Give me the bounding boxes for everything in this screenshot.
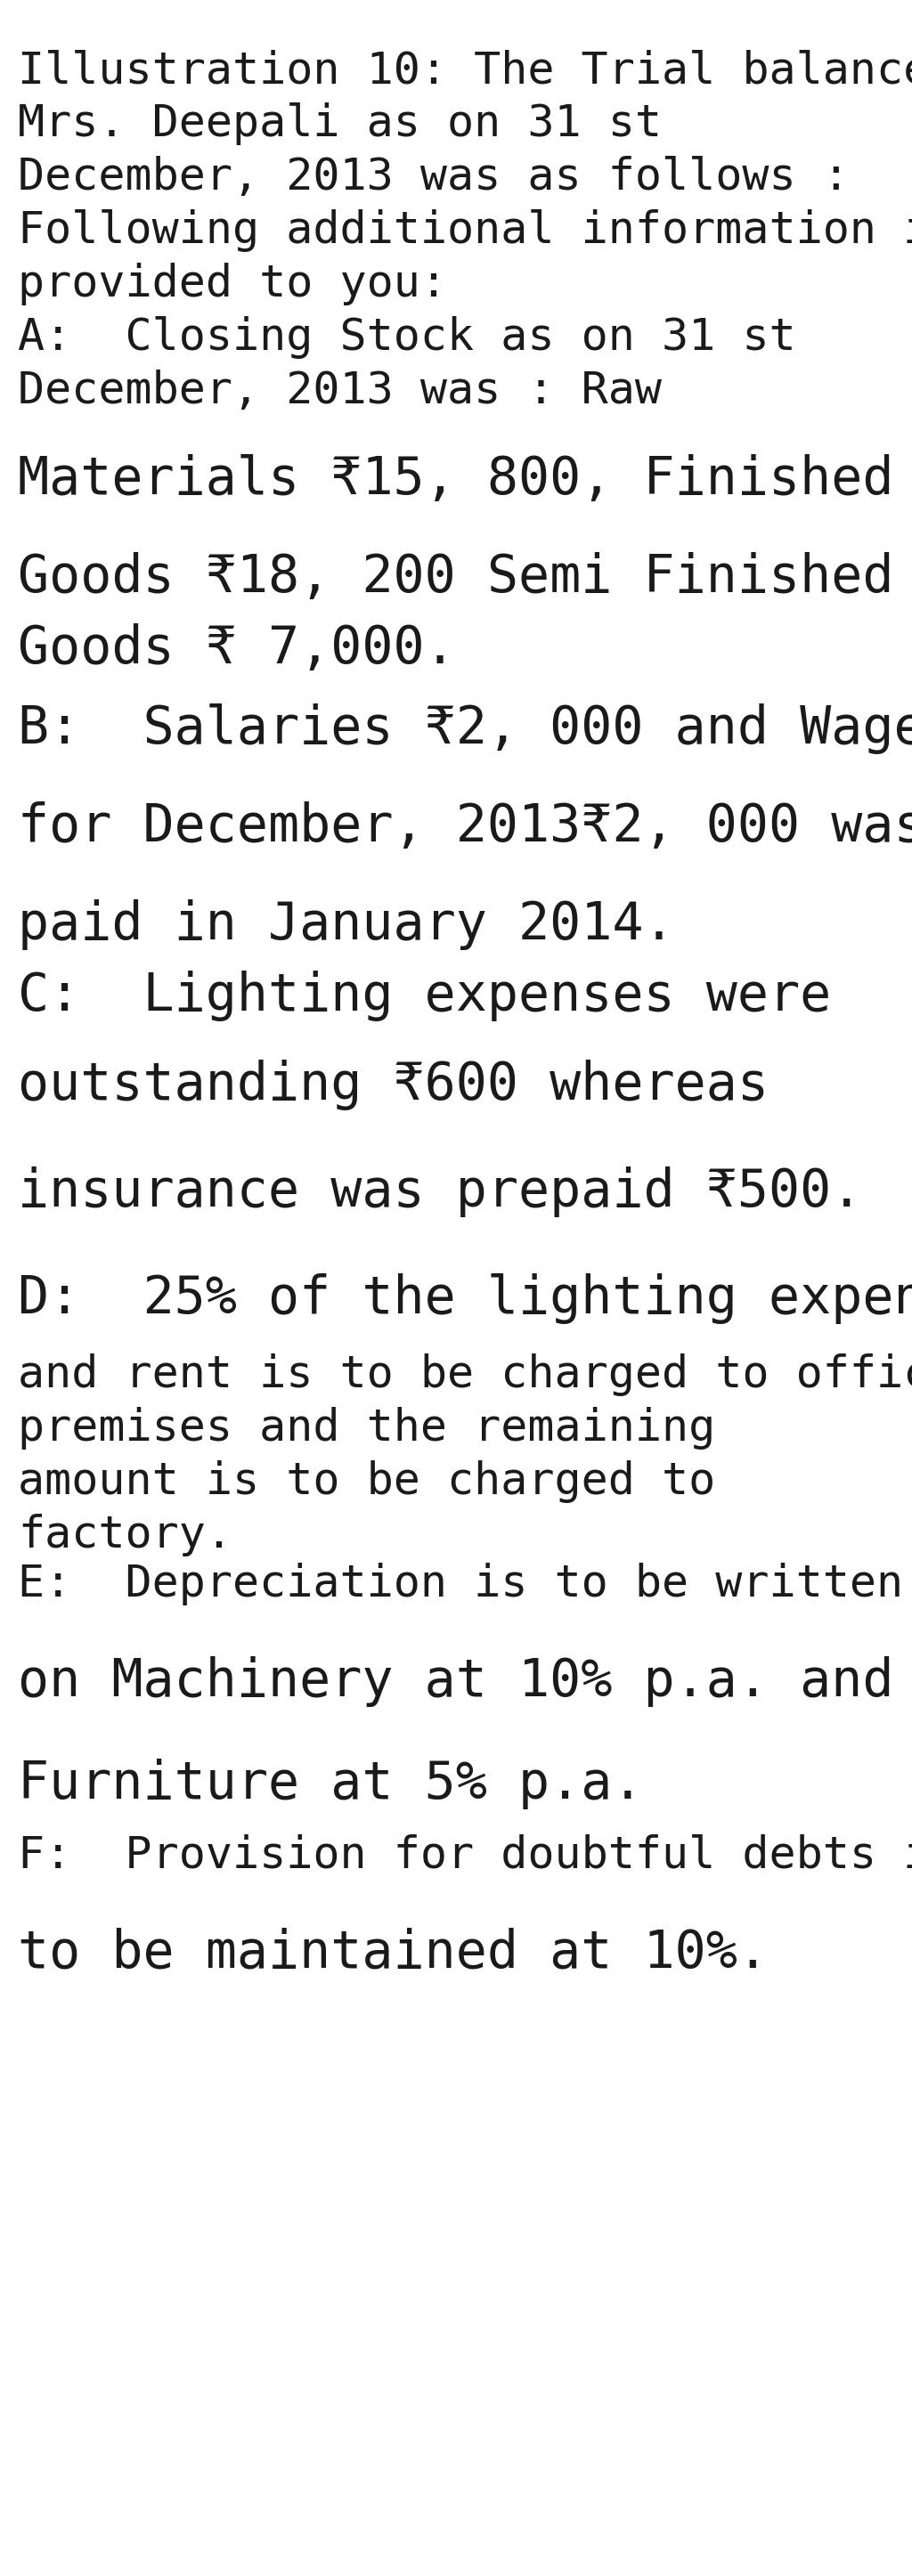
Text: A:  Closing Stock as on 31 st: A: Closing Stock as on 31 st bbox=[18, 317, 796, 358]
Text: premises and the remaining: premises and the remaining bbox=[18, 1406, 715, 1450]
Text: C:  Lighting expenses were: C: Lighting expenses were bbox=[18, 971, 831, 1020]
Text: D:  25% of the lighting expenses: D: 25% of the lighting expenses bbox=[18, 1273, 912, 1324]
Text: to be maintained at 10%.: to be maintained at 10%. bbox=[18, 1927, 769, 1978]
Text: December, 2013 was as follows :: December, 2013 was as follows : bbox=[18, 155, 850, 198]
Text: insurance was prepaid ₹500.: insurance was prepaid ₹500. bbox=[18, 1167, 863, 1218]
Text: Goods ₹18, 200 Semi Finished: Goods ₹18, 200 Semi Finished bbox=[18, 551, 894, 603]
Text: E:  Depreciation is to be written off: E: Depreciation is to be written off bbox=[18, 1564, 912, 1605]
Text: for December, 2013₹2, 000 was: for December, 2013₹2, 000 was bbox=[18, 801, 912, 853]
Text: Mrs. Deepali as on 31 st: Mrs. Deepali as on 31 st bbox=[18, 103, 662, 144]
Text: on Machinery at 10% p.a. and on: on Machinery at 10% p.a. and on bbox=[18, 1656, 912, 1708]
Text: December, 2013 was : Raw: December, 2013 was : Raw bbox=[18, 368, 662, 412]
Text: Following additional information is: Following additional information is bbox=[18, 209, 912, 252]
Text: provided to you:: provided to you: bbox=[18, 263, 447, 307]
Text: factory.: factory. bbox=[18, 1515, 233, 1556]
Text: Furniture at 5% p.a.: Furniture at 5% p.a. bbox=[18, 1759, 644, 1808]
Text: B:  Salaries ₹2, 000 and Wages: B: Salaries ₹2, 000 and Wages bbox=[18, 703, 912, 755]
Text: Goods ₹ 7,000.: Goods ₹ 7,000. bbox=[18, 623, 456, 675]
Text: paid in January 2014.: paid in January 2014. bbox=[18, 899, 675, 951]
Text: and rent is to be charged to office: and rent is to be charged to office bbox=[18, 1352, 912, 1396]
Text: outstanding ₹600 whereas: outstanding ₹600 whereas bbox=[18, 1059, 769, 1110]
Text: amount is to be charged to: amount is to be charged to bbox=[18, 1461, 715, 1502]
Text: Materials ₹15, 800, Finished: Materials ₹15, 800, Finished bbox=[18, 453, 894, 505]
Text: F:  Provision for doubtful debts is: F: Provision for doubtful debts is bbox=[18, 1834, 912, 1878]
Text: Illustration 10: The Trial balance of: Illustration 10: The Trial balance of bbox=[18, 49, 912, 93]
